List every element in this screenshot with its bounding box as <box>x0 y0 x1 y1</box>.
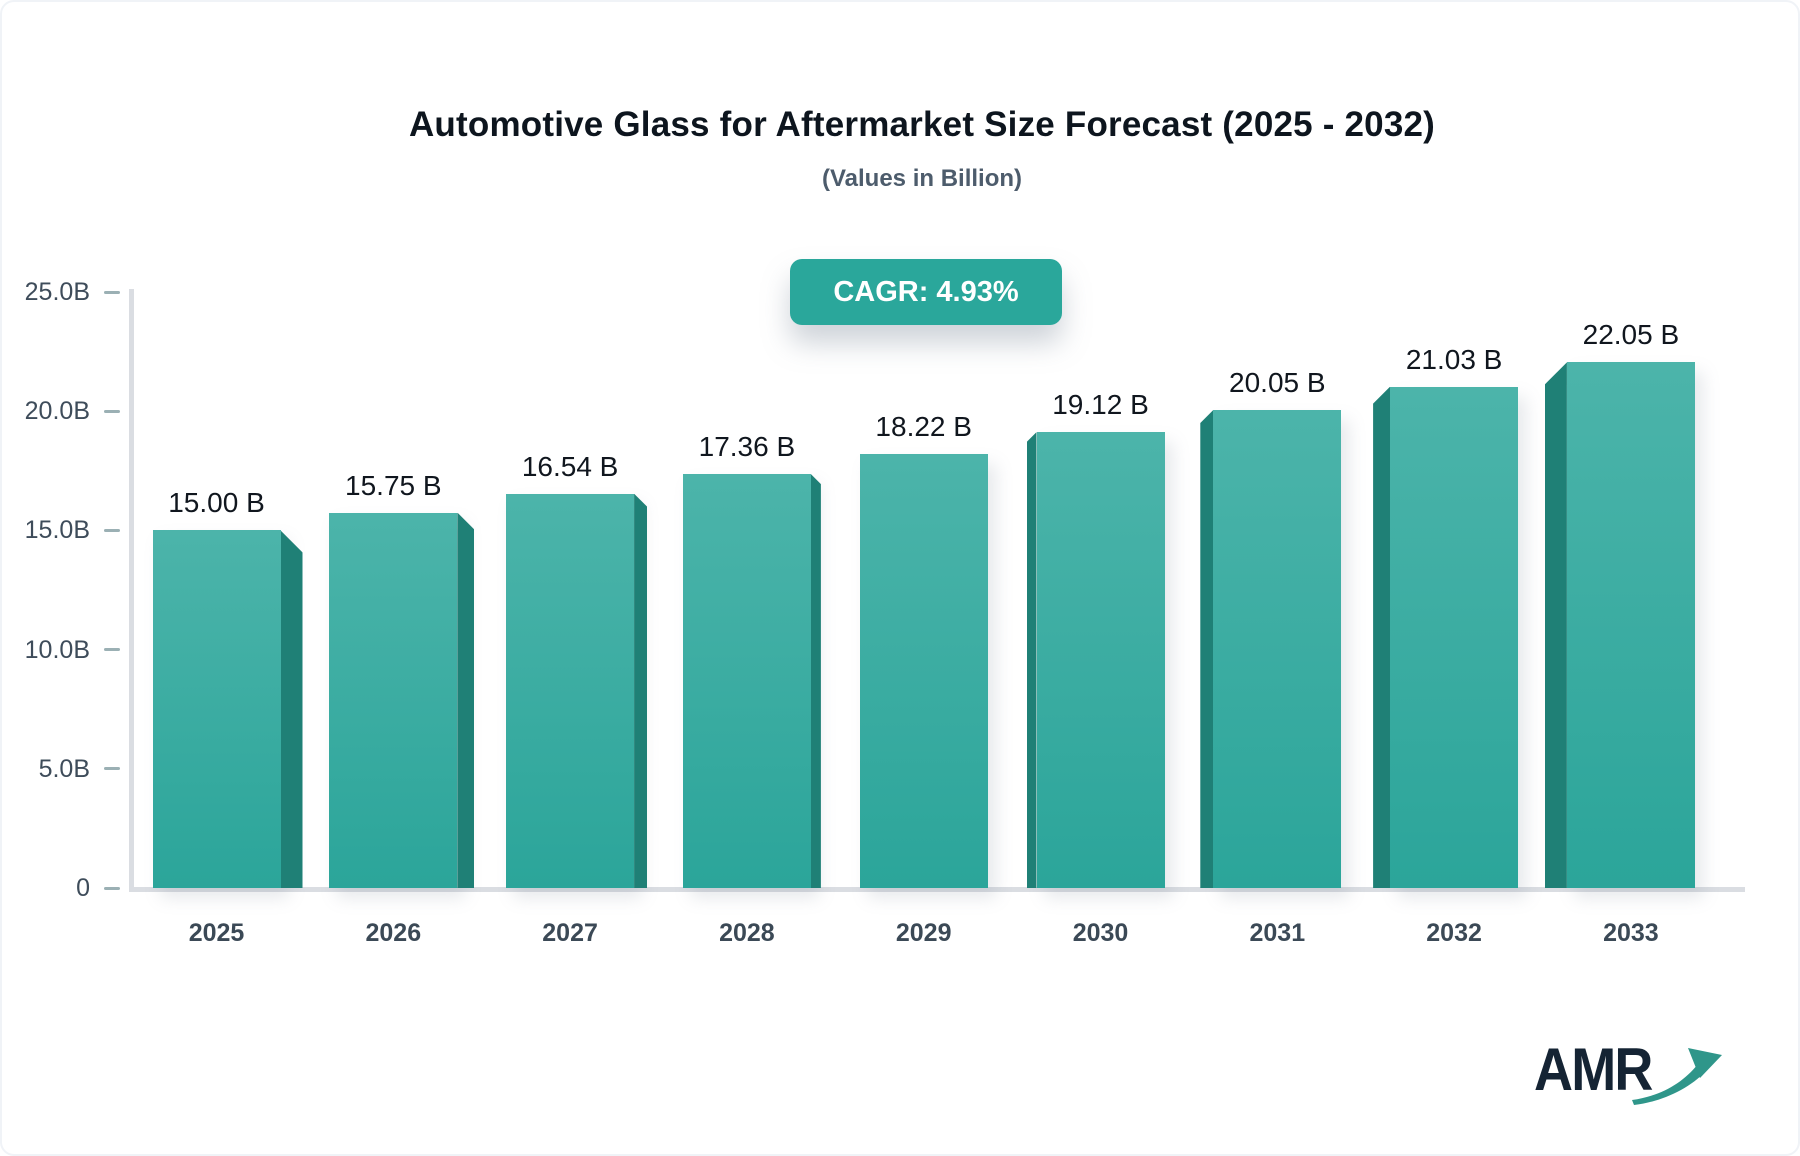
bar <box>682 474 811 888</box>
x-axis-label: 2032 <box>1426 919 1482 947</box>
bar <box>1566 362 1695 888</box>
bar-side-face <box>457 512 475 888</box>
bar-value-label: 17.36 B <box>698 431 796 463</box>
bar <box>152 530 281 888</box>
y-tick-mark <box>104 290 120 294</box>
y-tick-label: 0 <box>76 874 90 902</box>
y-tick-mark <box>104 886 120 890</box>
bar-side-face <box>810 474 821 888</box>
y-tick-label: 25.0B <box>24 278 90 306</box>
y-axis-line <box>129 289 134 890</box>
growth-arrow-icon <box>1632 1048 1722 1105</box>
bar <box>1213 410 1342 888</box>
x-axis-label: 2028 <box>719 919 775 947</box>
bar-value-label: 16.54 B <box>521 450 619 482</box>
chart-title: Automotive Glass for Aftermarket Size Fo… <box>408 105 1436 144</box>
bar <box>329 512 458 888</box>
x-axis-label: 2033 <box>1603 919 1659 947</box>
y-tick-label: 10.0B <box>24 635 90 664</box>
cagr-badge: CAGR: 4.93% <box>790 259 1062 325</box>
y-tick-mark <box>104 409 120 413</box>
bar-side-face <box>1200 410 1214 888</box>
bar-value-label: 18.22 B <box>875 410 972 442</box>
bar-side-face <box>634 493 648 888</box>
x-axis-label: 2025 <box>188 919 245 947</box>
bar <box>1036 432 1165 888</box>
amr-logo-text: AMR <box>1534 1036 1653 1103</box>
x-axis-label: 2030 <box>1072 919 1129 947</box>
y-tick-label: 5.0B <box>38 754 90 783</box>
x-axis-label: 2026 <box>365 919 422 947</box>
x-axis-label: 2031 <box>1249 919 1306 947</box>
bar <box>859 453 988 888</box>
chart-subtitle: (Values in Billion) <box>821 165 1023 192</box>
x-axis-label: 2027 <box>542 919 598 947</box>
bar <box>1390 386 1519 888</box>
bar-value-label: 20.05 B <box>1229 367 1326 398</box>
bar-value-label: 15.75 B <box>345 469 442 501</box>
bar-side-face <box>1544 362 1567 888</box>
y-tick-label: 15.0B <box>24 516 90 545</box>
bar-side-face <box>1373 386 1391 888</box>
x-axis-line <box>129 887 1745 892</box>
y-tick-mark <box>104 767 120 771</box>
bar-side-face <box>1026 432 1037 888</box>
bar <box>506 493 635 888</box>
y-tick-mark <box>104 648 120 652</box>
bar-value-label: 22.05 B <box>1582 319 1680 351</box>
y-tick-label: 20.0B <box>24 397 90 426</box>
bar-value-label: 21.03 B <box>1405 343 1503 375</box>
amr-logo: AMR <box>1534 1040 1744 1120</box>
bar-side-face <box>280 530 303 888</box>
y-tick-mark <box>104 528 120 532</box>
bar-value-label: 15.00 B <box>168 487 265 519</box>
bar-value-label: 19.12 B <box>1052 389 1149 421</box>
x-axis-label: 2029 <box>895 919 952 947</box>
